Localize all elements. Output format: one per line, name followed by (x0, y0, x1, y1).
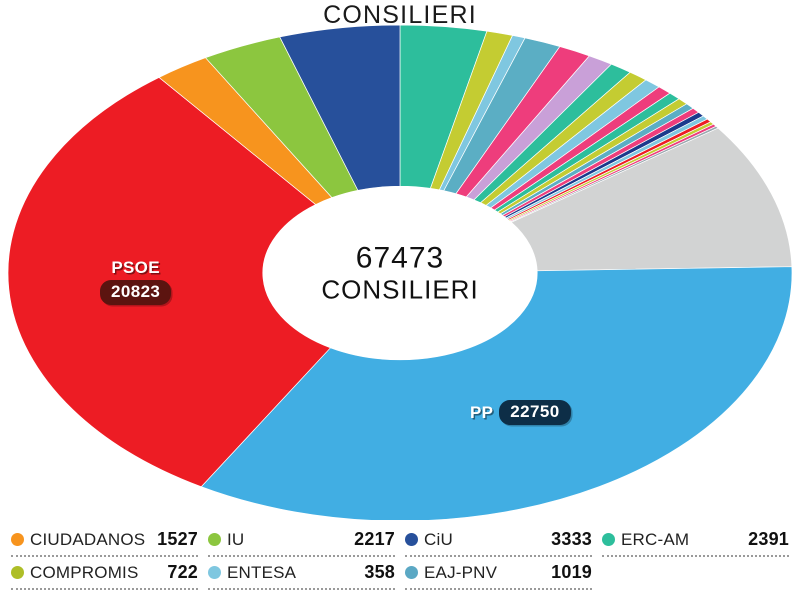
legend-item-iu[interactable]: IU 2217 (208, 524, 395, 557)
slice-callout-pp-name: PP (470, 402, 494, 422)
legend-color-dot-icon-ciudadanos (11, 533, 24, 546)
legend-label-erc-am: ERC-AM (621, 529, 690, 549)
legend-column-4: ERC-AM 2391 (597, 524, 794, 600)
pie-chart-area: CONSILIERI 67473 CONSILIERI PSOE 20823 P… (7, 1, 793, 520)
legend-value-erc-am: 2391 (748, 529, 789, 549)
page-title: CONSILIERI (323, 1, 477, 29)
legend-label-ciu: CiU (424, 529, 453, 549)
donut-hole (262, 186, 538, 360)
legend-label-iu: IU (227, 529, 245, 549)
legend-value-compromis: 722 (167, 562, 198, 582)
legend-item-compromis[interactable]: COMPROMIS 722 (11, 557, 198, 590)
slice-callout-pp-value: 22750 (499, 400, 571, 425)
chart-legend: CIUDADANOS 1527 COMPROMIS 722 IU 2217 ENTESA 35… (0, 524, 800, 600)
legend-value-iu: 2217 (354, 529, 395, 549)
legend-label-entesa: ENTESA (227, 562, 297, 582)
legend-label-eaj-pnv: EAJ-PNV (424, 562, 498, 582)
legend-item-ciudadanos[interactable]: CIUDADANOS 1527 (11, 524, 198, 557)
legend-color-dot-icon-compromis (11, 566, 24, 579)
legend-color-dot-icon-iu (208, 533, 221, 546)
legend-color-dot-icon-eaj-pnv (405, 566, 418, 579)
legend-label-ciudadanos: CIUDADANOS (30, 529, 146, 549)
legend-color-dot-icon-entesa (208, 566, 221, 579)
slice-callout-psoe-value: 20823 (100, 280, 172, 305)
slice-callout-psoe-name: PSOE (111, 258, 160, 277)
legend-column-2: IU 2217 ENTESA 358 (203, 524, 400, 600)
legend-row-empty (602, 557, 789, 590)
legend-value-ciudadanos: 1527 (157, 529, 198, 549)
legend-value-ciu: 3333 (551, 529, 592, 549)
legend-item-entesa[interactable]: ENTESA 358 (208, 557, 395, 590)
legend-value-entesa: 358 (364, 562, 395, 582)
legend-label-compromis: COMPROMIS (30, 562, 139, 582)
legend-item-erc-am[interactable]: ERC-AM 2391 (602, 524, 789, 557)
legend-item-ciu[interactable]: CiU 3333 (405, 524, 592, 557)
legend-item-eaj-pnv[interactable]: EAJ-PNV 1019 (405, 557, 592, 590)
legend-column-1: CIUDADANOS 1527 COMPROMIS 722 (6, 524, 203, 600)
legend-color-dot-icon-ciu (405, 533, 418, 546)
slice-callout-psoe: PSOE 20823 (100, 258, 172, 305)
legend-column-3: CiU 3333 EAJ-PNV 1019 (400, 524, 597, 600)
pie-chart-svg (7, 24, 793, 520)
slice-callout-pp: PP 22750 (470, 400, 571, 425)
legend-value-eaj-pnv: 1019 (551, 562, 592, 582)
legend-color-dot-icon-erc-am (602, 533, 615, 546)
